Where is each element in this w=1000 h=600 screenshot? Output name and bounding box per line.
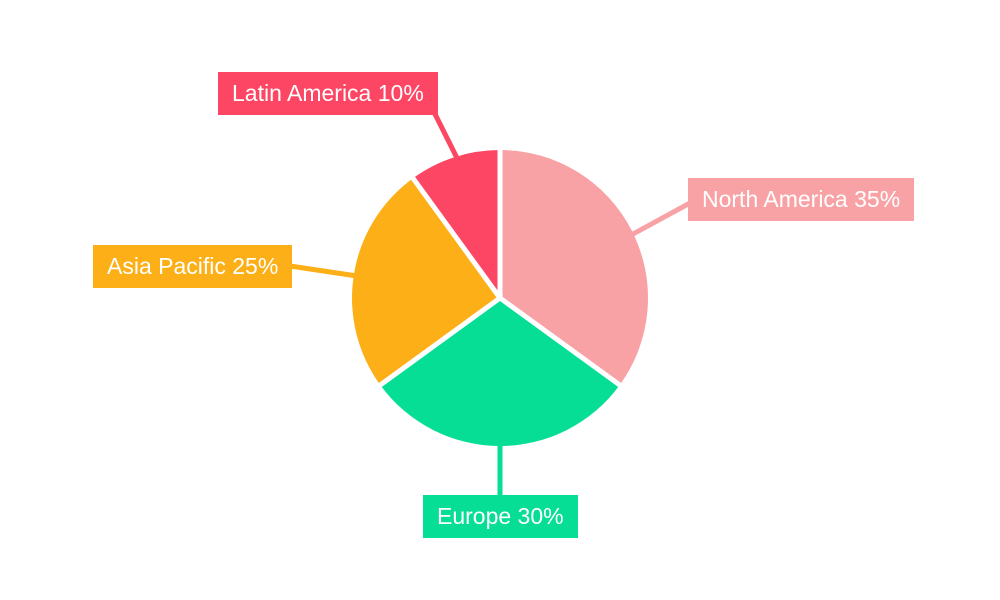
- pie-label-text: Asia Pacific 25%: [107, 253, 279, 279]
- pie-label-text: North America 35%: [702, 186, 901, 212]
- slice-separator: [498, 295, 623, 388]
- label-leader-line-north-america: [631, 200, 692, 237]
- pie-label-europe: Europe 30%: [423, 495, 578, 538]
- slice-separator: [377, 295, 502, 388]
- pie-slice-latin-america[interactable]: [413, 150, 500, 298]
- pie-slice-europe[interactable]: [380, 298, 620, 446]
- pie-label-north-america: North America 35%: [688, 178, 915, 221]
- label-leader-line-asia-pacific: [289, 263, 358, 279]
- pie-label-asia-pacific: Asia Pacific 25%: [93, 245, 293, 288]
- pie-label-text: Latin America 10%: [232, 80, 424, 106]
- pie-label-latin-america: Latin America 10%: [218, 72, 438, 115]
- label-leader-line-latin-america: [430, 108, 460, 160]
- pie-label-text: Europe 30%: [437, 503, 564, 529]
- pie-slice-asia-pacific[interactable]: [352, 178, 500, 385]
- pie-slice-north-america[interactable]: [500, 150, 648, 385]
- slice-separator: [410, 175, 503, 300]
